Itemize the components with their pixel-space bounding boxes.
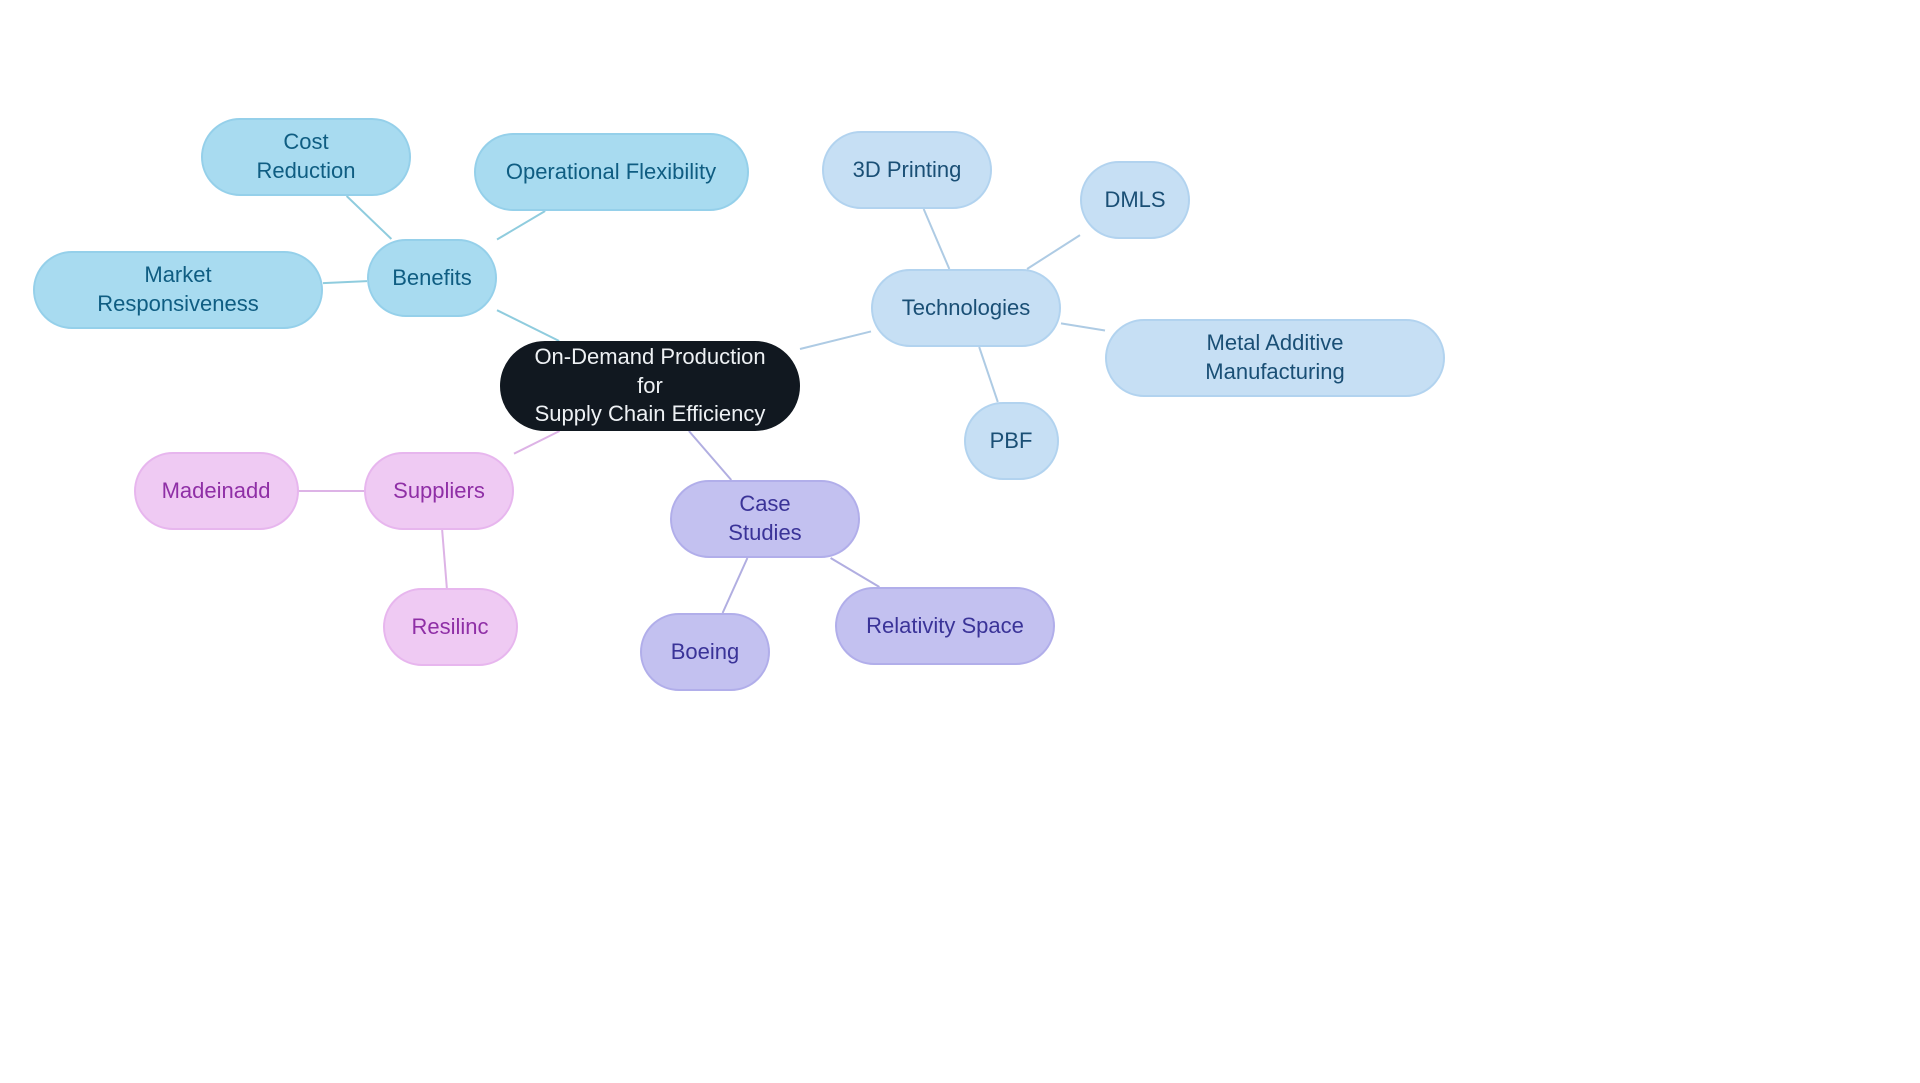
edge-tech-print3d (924, 209, 950, 269)
node-print3d: 3D Printing (822, 131, 992, 209)
node-suppliers: Suppliers (364, 452, 514, 530)
node-metal: Metal Additive Manufacturing (1105, 319, 1445, 397)
node-label: Resilinc (411, 613, 488, 642)
node-label: PBF (990, 427, 1033, 456)
node-label: On-Demand Production for Supply Chain Ef… (530, 343, 770, 429)
edge-benefits-cost (347, 196, 392, 239)
edge-tech-dmls (1027, 235, 1080, 269)
node-dmls: DMLS (1080, 161, 1190, 239)
node-label: Case Studies (700, 490, 830, 547)
node-label: Suppliers (393, 477, 485, 506)
node-label: Operational Flexibility (506, 158, 716, 187)
node-resilinc: Resilinc (383, 588, 518, 666)
node-root: On-Demand Production for Supply Chain Ef… (500, 341, 800, 431)
node-benefits: Benefits (367, 239, 497, 317)
node-label: Boeing (671, 638, 740, 667)
edge-benefits-market (323, 281, 367, 283)
edge-casestudies-relativity (831, 558, 880, 587)
node-label: Relativity Space (866, 612, 1024, 641)
edge-suppliers-resilinc (442, 530, 447, 588)
node-relativity: Relativity Space (835, 587, 1055, 665)
node-market: Market Responsiveness (33, 251, 323, 329)
node-label: 3D Printing (853, 156, 962, 185)
node-cost: Cost Reduction (201, 118, 411, 196)
edge-root-casestudies (689, 431, 731, 480)
node-boeing: Boeing (640, 613, 770, 691)
node-opflex: Operational Flexibility (474, 133, 749, 211)
node-label: DMLS (1104, 186, 1165, 215)
node-pbf: PBF (964, 402, 1059, 480)
node-label: Metal Additive Manufacturing (1135, 329, 1415, 386)
edge-tech-metal (1061, 323, 1105, 330)
edge-root-suppliers (514, 431, 560, 454)
node-label: Technologies (902, 294, 1030, 323)
node-label: Market Responsiveness (63, 261, 293, 318)
edge-benefits-opflex (497, 211, 545, 240)
node-label: Cost Reduction (231, 128, 381, 185)
node-casestudies: Case Studies (670, 480, 860, 558)
node-madeinadd: Madeinadd (134, 452, 299, 530)
mindmap-canvas: On-Demand Production for Supply Chain Ef… (0, 0, 1920, 1083)
edge-tech-pbf (979, 347, 998, 402)
edge-casestudies-boeing (723, 558, 748, 613)
edge-root-tech (800, 331, 871, 349)
node-label: Benefits (392, 264, 472, 293)
edge-root-benefits (497, 310, 559, 341)
node-tech: Technologies (871, 269, 1061, 347)
node-label: Madeinadd (162, 477, 271, 506)
